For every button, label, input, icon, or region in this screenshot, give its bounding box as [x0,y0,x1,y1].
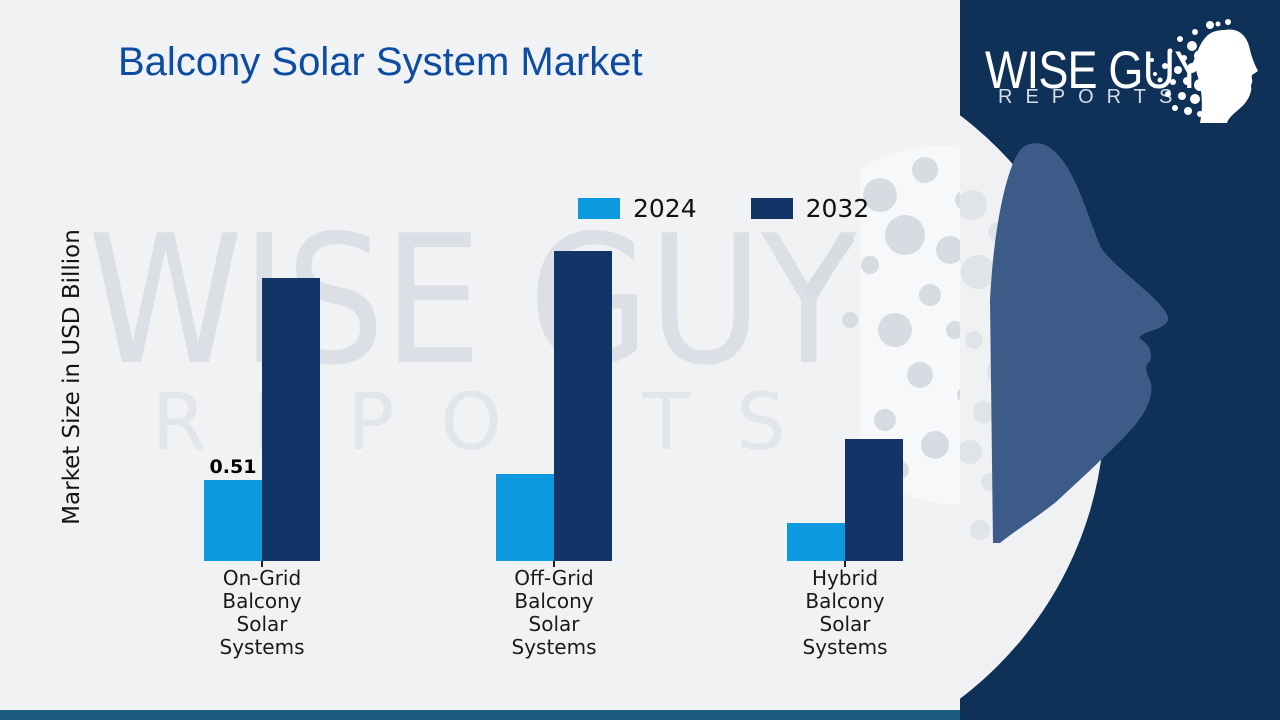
category-label-2: Hybrid Balcony Solar Systems [802,566,888,659]
brand-panel-artwork [960,115,1169,699]
brand-panel: WISE GUY REPORTS [960,0,1280,720]
page-title: Balcony Solar System Market [118,40,643,84]
bar-2032-category-0 [262,278,320,561]
bar-value-label: 0.51 [209,456,257,478]
bar-2024-category-2 [787,523,845,561]
watermark-reports-text: REPORTS [152,378,832,468]
x-axis-tick [844,561,846,567]
bar-2032-category-1 [554,251,612,561]
legend-label-2032: 2032 [805,194,870,223]
legend-swatch-2024 [578,198,620,219]
legend-swatch-2032 [750,198,793,219]
category-label-1: Off-Grid Balcony Solar Systems [511,566,597,659]
brand-logo-reports: REPORTS [998,86,1186,108]
x-axis-tick [553,561,555,567]
category-label-0: On-Grid Balcony Solar Systems [219,566,305,659]
bar-2024-category-0 [204,480,262,561]
bar-2024-category-1 [496,474,554,561]
brand-logo: WISE GUY REPORTS [960,0,1280,150]
chart-legend: 2024 2032 [578,194,869,223]
legend-label-2024: 2024 [633,194,697,223]
face-profile-dots-icon [1150,19,1258,123]
face-profile-silhouette [990,143,1169,543]
bottom-accent-strip [0,710,1280,720]
bar-2032-category-2 [845,439,903,561]
x-axis-tick [261,561,263,567]
watermark-wiseguy-text: WISE GUY [88,197,857,404]
